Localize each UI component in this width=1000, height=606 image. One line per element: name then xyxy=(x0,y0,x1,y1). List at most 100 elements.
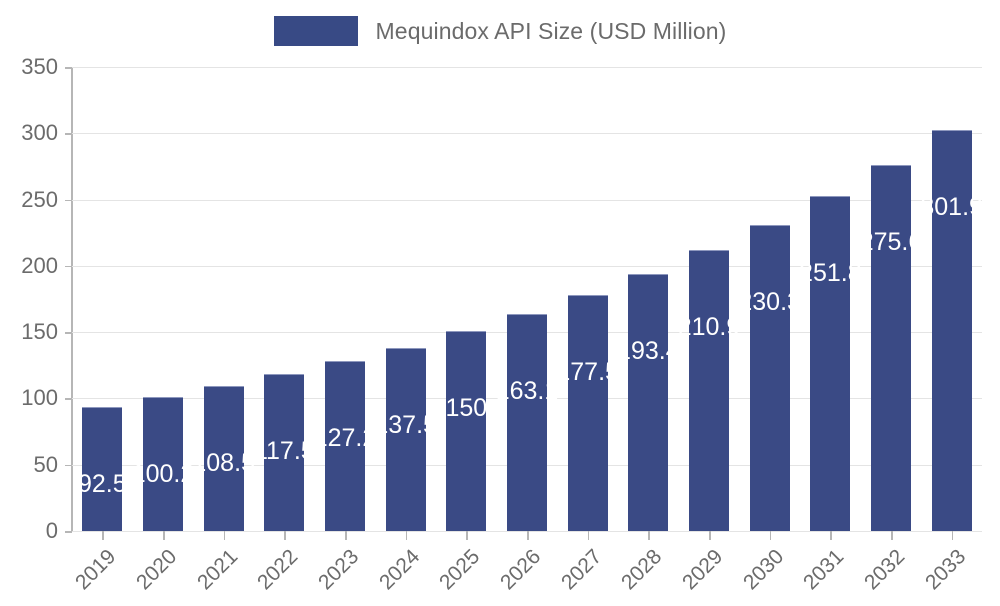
bar-slot: 150 xyxy=(445,67,488,531)
bar[interactable]: 92.5 xyxy=(78,407,127,531)
x-tick-label: 2020 xyxy=(131,545,182,595)
x-tick-mark xyxy=(769,531,772,540)
y-tick-mark xyxy=(65,531,72,533)
x-tick-label: 2021 xyxy=(192,545,242,595)
bar[interactable]: 150 xyxy=(445,331,488,531)
x-tick-label: 2031 xyxy=(799,545,849,595)
y-tick-label: 50 xyxy=(33,451,58,477)
bar-slot: 92.5 xyxy=(78,67,127,531)
x-tick-mark xyxy=(223,531,226,540)
bar-value-label: 117.5 xyxy=(253,437,315,466)
bar-slot: 210.9 xyxy=(678,67,740,531)
gridline-y xyxy=(72,133,982,135)
bar-slot: 117.5 xyxy=(254,67,315,531)
bar[interactable]: 230.3 xyxy=(738,224,801,531)
x-tick-label: 2027 xyxy=(556,545,606,595)
x-tick-label: 2028 xyxy=(617,545,667,595)
chart-legend: Mequindox API Size (USD Million) xyxy=(0,8,1000,54)
x-tick-mark xyxy=(527,531,529,540)
y-tick-label: 200 xyxy=(21,252,58,278)
y-tick-label: 150 xyxy=(21,319,58,345)
y-axis-line xyxy=(71,67,73,532)
bar-value-label: 150 xyxy=(445,394,488,423)
bar[interactable]: 177.5 xyxy=(556,294,619,531)
x-tick-mark xyxy=(102,531,104,540)
gridline-y xyxy=(72,67,982,68)
x-tick-mark xyxy=(891,531,893,540)
x-tick-label: 2032 xyxy=(859,545,910,595)
y-tick-label: 0 xyxy=(45,518,58,543)
x-tick-label: 2023 xyxy=(313,545,364,595)
bar-slot: 301.9 xyxy=(920,67,983,531)
x-tick-mark xyxy=(587,531,590,540)
bar-slot: 275.6 xyxy=(860,67,922,531)
bar-slot: 193.4 xyxy=(617,67,680,531)
legend-swatch-series-0 xyxy=(273,16,358,46)
bar[interactable]: 301.9 xyxy=(920,129,983,531)
y-tick-mark xyxy=(65,67,72,69)
bar-slot: 137.5 xyxy=(374,67,437,531)
x-tick-mark xyxy=(345,531,347,540)
bar[interactable]: 137.5 xyxy=(374,347,437,531)
plot-area: 92.5 100.2 108.5 117.5 127.2 137.5 150 163.1 177… xyxy=(72,67,983,532)
bar-value-label: 127.2 xyxy=(313,424,377,453)
y-tick-label: 350 xyxy=(21,54,58,79)
bar[interactable]: 163.1 xyxy=(496,313,558,531)
x-tick-label: 2024 xyxy=(374,545,424,595)
gridline-y xyxy=(72,265,982,267)
x-tick-mark xyxy=(284,531,286,540)
y-tick-mark xyxy=(65,332,72,334)
bar[interactable]: 127.2 xyxy=(314,361,376,531)
bar[interactable]: 251.8 xyxy=(799,196,862,531)
x-tick-mark xyxy=(648,531,650,540)
x-tick-label: 2030 xyxy=(738,545,788,595)
y-tick-label: 250 xyxy=(21,186,58,212)
bar-value-label: 230.3 xyxy=(738,287,801,316)
y-tick-mark xyxy=(65,464,72,467)
x-tick-mark xyxy=(951,531,954,540)
x-tick-label: 2029 xyxy=(677,545,728,595)
bar-value-label: 301.9 xyxy=(920,192,983,221)
x-tick-mark xyxy=(830,531,832,540)
x-tick-mark xyxy=(466,531,468,540)
bar-slot: 177.5 xyxy=(556,67,619,531)
y-tick-label: 100 xyxy=(21,385,58,411)
bar-value-label: 163.1 xyxy=(495,376,559,405)
y-tick-mark xyxy=(65,199,72,202)
x-tick-mark xyxy=(163,531,165,540)
y-tick-mark xyxy=(65,133,72,135)
bar-slot: 127.2 xyxy=(314,67,376,531)
bar-slot: 108.5 xyxy=(192,67,255,531)
x-tick-label: 2025 xyxy=(435,545,485,595)
x-tick-label: 2022 xyxy=(253,545,303,595)
y-tick-mark xyxy=(65,398,72,400)
bar-slot: 230.3 xyxy=(738,67,801,531)
bar-slot: 100.2 xyxy=(132,67,194,531)
x-tick-label: 2019 xyxy=(71,545,121,595)
x-tick-label: 2033 xyxy=(920,545,970,595)
x-tick-label: 2026 xyxy=(495,545,546,595)
bar-value-label: 193.4 xyxy=(617,336,680,365)
bar[interactable]: 193.4 xyxy=(617,273,680,531)
bar-value-label: 210.9 xyxy=(677,313,741,342)
bar-slot: 163.1 xyxy=(496,67,558,531)
bar-value-label: 92.5 xyxy=(77,470,127,499)
bar-value-label: 275.6 xyxy=(859,227,923,256)
bar[interactable]: 210.9 xyxy=(678,250,740,531)
legend-label-series-0: Mequindox API Size (USD Million) xyxy=(375,17,727,44)
bar-slot: 251.8 xyxy=(799,67,862,531)
bar-value-label: 177.5 xyxy=(556,357,619,386)
bar-value-label: 137.5 xyxy=(374,410,437,439)
y-tick-label: 300 xyxy=(21,120,58,146)
x-tick-mark xyxy=(405,531,408,540)
gridline-y xyxy=(72,199,982,201)
y-tick-mark xyxy=(65,265,72,268)
bar[interactable]: 100.2 xyxy=(132,397,194,531)
bar-value-label: 251.8 xyxy=(799,259,862,288)
bar[interactable]: 108.5 xyxy=(192,386,255,531)
bar-value-label: 108.5 xyxy=(192,449,255,478)
x-tick-mark xyxy=(709,531,711,540)
bar[interactable]: 275.6 xyxy=(860,164,922,531)
bar[interactable]: 117.5 xyxy=(254,374,315,531)
